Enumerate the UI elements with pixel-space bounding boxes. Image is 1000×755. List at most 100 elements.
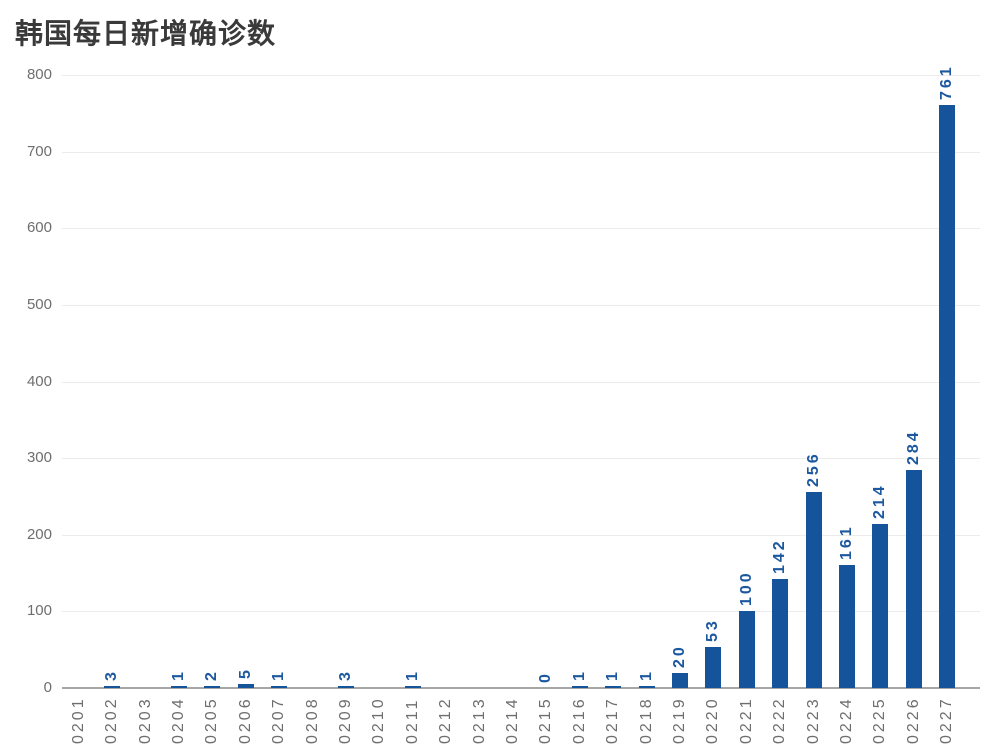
x-tick-slot: 0208 [296,688,329,750]
bar-value-label: 761 [938,64,956,100]
bar-slot: 1 [396,75,429,688]
bar-value-label: 1 [637,669,655,681]
bar [571,686,588,688]
bar-slot: 1 [630,75,663,688]
bar-value-label: 284 [904,429,922,466]
chart-title: 韩国每日新增确诊数 [15,18,277,49]
x-tick-label: 0216 [570,696,588,744]
x-tick-slot: 0225 [864,688,897,750]
x-tick-slot: 0206 [229,688,262,750]
bar-value-label: 5 [236,667,254,680]
bar [638,686,655,688]
bar [872,524,889,688]
gridline [62,534,980,536]
x-tick-slot: 0205 [196,688,229,750]
x-tick-label: 0223 [804,696,822,744]
x-tick-label: 0206 [236,696,254,744]
bar-value-label: 1 [169,669,187,681]
x-tick-label: 0221 [737,696,755,744]
x-tick-slot: 0211 [396,688,429,750]
bar-slot: 3 [95,75,128,688]
x-tick-slot: 0209 [329,688,362,750]
bar-value-label: 161 [838,523,856,560]
gridline [62,304,980,306]
bar [605,686,622,688]
bar [705,647,722,688]
bar-slot: 1 [162,75,195,688]
bar-slot [496,75,529,688]
x-tick-slot: 0202 [95,688,128,750]
bar-value-label: 53 [704,618,722,643]
gridline [62,228,980,230]
x-tick-label: 0210 [370,696,388,744]
x-axis-baseline [62,687,980,689]
bar [104,685,121,688]
y-tick-label: 200 [26,525,52,543]
bar-value-label: 214 [871,483,889,519]
bar [672,672,689,688]
x-tick-label: 0213 [470,696,488,744]
bar-slot: 761 [931,64,964,688]
x-tick-slot: 0217 [597,688,630,750]
x-tick-label: 0212 [437,696,455,744]
bar [905,470,922,688]
x-tick-label: 0217 [604,696,622,744]
bar [772,579,789,688]
y-tick-label: 700 [26,142,52,160]
bar [204,686,221,688]
x-tick-slot: 0204 [162,688,195,750]
bar-slot: 3 [329,75,362,688]
y-tick-label: 500 [26,295,52,313]
x-tick-slot: 0216 [563,688,596,750]
bar-value-label: 3 [336,668,354,681]
bar-value-label: 256 [804,451,822,487]
x-tick-label: 0227 [938,696,956,744]
x-tick-slot: 0210 [363,688,396,750]
x-tick-slot: 0218 [630,688,663,750]
x-tick-label: 0211 [403,697,421,744]
bar-slot: 100 [730,75,763,688]
gridline [62,611,980,613]
x-tick-slot: 0219 [663,688,696,750]
plot-area: 0 100 200 300 400 500 600 700 800 3 1 2 5 1 3 1 0 1 1 1 20 5… [27,64,980,696]
x-tick-slot: 0212 [429,688,462,750]
x-tick-label: 0218 [637,696,655,744]
y-tick-label: 600 [26,219,52,237]
x-tick-slot: 0221 [730,688,763,750]
gridline [62,458,980,460]
bar-value-label: 1 [270,669,288,681]
x-tick-label: 0208 [303,696,321,744]
x-tick-label: 0224 [838,696,856,744]
bar [738,611,755,688]
bar-slot: 0 [530,75,563,688]
x-tick-label: 0220 [704,696,722,744]
y-tick-label: 100 [26,602,52,620]
bar [939,104,956,688]
bar-slot: 2 [196,75,229,688]
x-tick-label: 0203 [136,696,154,744]
bar-value-label: 100 [737,570,755,607]
bar-slot [129,75,162,688]
bar-value-label: 0 [537,671,555,683]
bar-value-label: 1 [403,669,421,681]
bars-layer: 3 1 2 5 1 3 1 0 1 1 1 20 53 100 142 256 161 214 284 761 [62,64,964,688]
bar-value-label: 3 [103,668,121,681]
x-tick-slot: 0222 [764,688,797,750]
bar-slot: 161 [830,75,863,688]
x-tick-label: 0226 [904,696,922,744]
x-tick-slot: 0220 [697,688,730,750]
bar-slot: 53 [697,75,730,688]
x-tick-label: 0219 [671,696,689,744]
x-tick-label: 0201 [69,696,87,744]
gridline [62,381,980,383]
x-tick-slot: 0215 [530,688,563,750]
x-tick-slot: 0227 [931,688,964,750]
bar-value-label: 142 [771,538,789,575]
bar [337,685,354,688]
bar-slot: 20 [663,75,696,688]
x-tick-slot: 0226 [897,688,930,750]
bar-slot [363,75,396,688]
bar-value-label: 20 [671,643,689,668]
x-tick-slot: 0214 [496,688,529,750]
